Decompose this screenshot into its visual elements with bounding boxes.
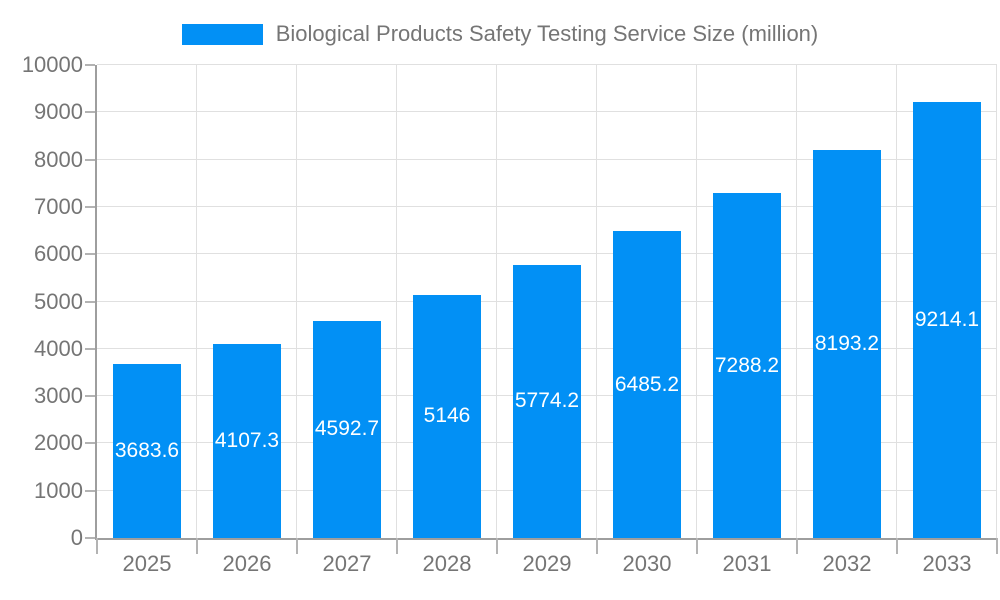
y-axis-label: 1000 [34, 477, 83, 503]
bar-value-label: 5774.2 [514, 389, 580, 413]
bar-value-label: 3683.6 [114, 438, 180, 462]
y-axis-tick [85, 253, 95, 256]
y-gridline [97, 253, 997, 255]
x-axis-tick [796, 538, 798, 554]
y-axis-label: 10000 [21, 52, 83, 77]
y-axis-tick [85, 300, 95, 303]
x-gridline [896, 65, 897, 538]
x-gridline [196, 65, 197, 538]
x-gridline [396, 65, 397, 538]
bar-2029[interactable] [513, 264, 581, 538]
x-gridline [796, 65, 797, 538]
bar-2025[interactable] [113, 363, 181, 538]
y-axis-label: 7000 [34, 193, 83, 219]
y-axis-label: 3000 [34, 383, 83, 409]
bar-2031[interactable] [713, 193, 781, 538]
bar-2030[interactable] [613, 231, 681, 538]
x-axis-tick [496, 538, 498, 554]
legend-swatch[interactable] [181, 23, 263, 45]
y-axis-label: 9000 [34, 99, 83, 125]
bar-value-label: 4592.7 [314, 417, 380, 441]
bar-value-label: 4107.3 [214, 428, 280, 452]
y-axis-tick [85, 489, 95, 492]
x-axis-tick [996, 538, 998, 554]
x-gridline [496, 65, 497, 538]
x-axis-label: 2027 [322, 551, 372, 576]
y-axis-tick [85, 158, 95, 161]
legend-label[interactable]: Biological Products Safety Testing Servi… [275, 21, 819, 46]
y-axis-label: 0 [70, 525, 83, 550]
y-gridline [97, 158, 997, 160]
y-axis-label: 6000 [34, 241, 83, 267]
y-axis-tick [85, 395, 95, 398]
x-axis-tick [696, 538, 698, 554]
legend[interactable]: Biological Products Safety Testing Servi… [0, 21, 1000, 47]
bar-2026[interactable] [213, 343, 281, 538]
x-gridline [996, 65, 997, 538]
bar-value-label: 8193.2 [814, 332, 880, 356]
bar-2032[interactable] [813, 150, 881, 538]
y-axis-tick [85, 111, 95, 114]
x-axis-tick [596, 538, 598, 554]
y-axis-label: 8000 [34, 146, 83, 172]
x-gridline [296, 65, 297, 538]
y-axis-label: 4000 [34, 335, 83, 361]
y-gridline [97, 111, 997, 113]
bar-value-label: 9214.1 [914, 308, 980, 332]
x-axis-label: 2032 [822, 551, 872, 576]
plot-area: 0 1000 2000 3000 4000 5000 6000 7000 8000 9000 100… [22, 52, 998, 576]
y-axis-tick [85, 347, 95, 350]
bar-value-label: 7288.2 [714, 353, 780, 377]
x-axis-tick [896, 538, 898, 554]
x-axis-tick [196, 538, 198, 554]
bar-value-label: 5146 [423, 404, 471, 428]
y-gridline [97, 64, 997, 65]
x-axis-label: 2025 [122, 551, 172, 576]
y-axis-tick [85, 537, 95, 539]
x-axis-label: 2026 [222, 551, 272, 576]
y-axis-label: 5000 [34, 288, 83, 314]
x-axis-label: 2031 [722, 551, 772, 576]
bar-2028[interactable] [413, 294, 481, 538]
bar-2027[interactable] [313, 320, 381, 538]
y-axis-label: 2000 [34, 430, 83, 456]
x-gridline [696, 65, 697, 538]
x-axis-label: 2033 [922, 551, 972, 576]
y-axis-tick [85, 64, 95, 66]
x-axis-label: 2029 [522, 551, 572, 576]
x-axis-label: 2028 [422, 551, 472, 576]
y-axis-tick [85, 442, 95, 445]
bar-2033[interactable] [913, 102, 981, 538]
x-axis-tick [296, 538, 298, 554]
y-axis-tick [85, 205, 95, 208]
x-axis-tick [96, 538, 98, 554]
y-gridline [97, 205, 997, 207]
x-axis-label: 2030 [622, 551, 672, 576]
x-gridline [596, 65, 597, 538]
x-axis-tick [396, 538, 398, 554]
bar-value-label: 6485.2 [614, 372, 680, 396]
